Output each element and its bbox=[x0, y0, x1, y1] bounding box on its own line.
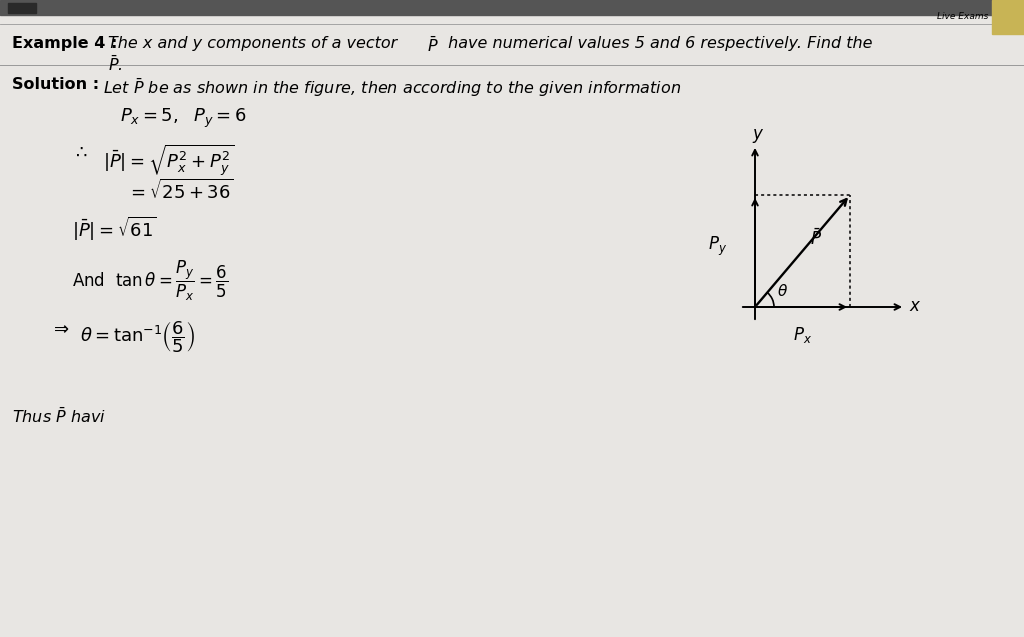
Text: have numerical values 5 and 6 respectively. Find the: have numerical values 5 and 6 respective… bbox=[443, 36, 872, 51]
Text: $P_y$: $P_y$ bbox=[708, 234, 727, 257]
Text: y: y bbox=[752, 125, 762, 143]
Text: $P_x = 5,\ \ P_y = 6$: $P_x = 5,\ \ P_y = 6$ bbox=[120, 107, 247, 130]
Text: The x and y components of a vector: The x and y components of a vector bbox=[108, 36, 402, 51]
Text: $\bar{P}$: $\bar{P}$ bbox=[811, 229, 822, 249]
Text: Thus $\bar{P}$ havi: Thus $\bar{P}$ havi bbox=[12, 407, 106, 426]
Text: $\bar{P}$: $\bar{P}$ bbox=[427, 36, 438, 55]
Text: $|\bar{P}| = \sqrt{61}$: $|\bar{P}| = \sqrt{61}$ bbox=[72, 215, 157, 243]
Text: Live Exams: Live Exams bbox=[937, 12, 988, 21]
Text: Example 4 :: Example 4 : bbox=[12, 36, 118, 51]
Text: $\Rightarrow$: $\Rightarrow$ bbox=[50, 319, 70, 337]
Bar bbox=[992, 0, 1024, 34]
Bar bbox=[0, 0, 1024, 15]
Text: $\therefore$: $\therefore$ bbox=[72, 143, 88, 161]
Text: Solution :: Solution : bbox=[12, 77, 99, 92]
Text: $\bar{P}$.: $\bar{P}$. bbox=[108, 55, 123, 75]
Text: $\theta = \tan^{-1}\!\left(\dfrac{6}{5}\right)$: $\theta = \tan^{-1}\!\left(\dfrac{6}{5}\… bbox=[80, 319, 195, 355]
Text: $\theta$: $\theta$ bbox=[777, 283, 788, 299]
Text: $= \sqrt{25+36}$: $= \sqrt{25+36}$ bbox=[127, 179, 233, 203]
Text: $P_x$: $P_x$ bbox=[793, 325, 812, 345]
Text: x: x bbox=[909, 297, 919, 315]
Text: Let $\bar{P}$ be as shown in the figure, then according to the given information: Let $\bar{P}$ be as shown in the figure,… bbox=[103, 77, 681, 99]
Bar bbox=[8, 3, 36, 13]
Text: And  $\tan\theta = \dfrac{P_y}{P_x} = \dfrac{6}{5}$: And $\tan\theta = \dfrac{P_y}{P_x} = \df… bbox=[72, 259, 228, 303]
Text: $|\bar{P}| = \sqrt{P_x^2 + P_y^2}$: $|\bar{P}| = \sqrt{P_x^2 + P_y^2}$ bbox=[103, 143, 234, 178]
